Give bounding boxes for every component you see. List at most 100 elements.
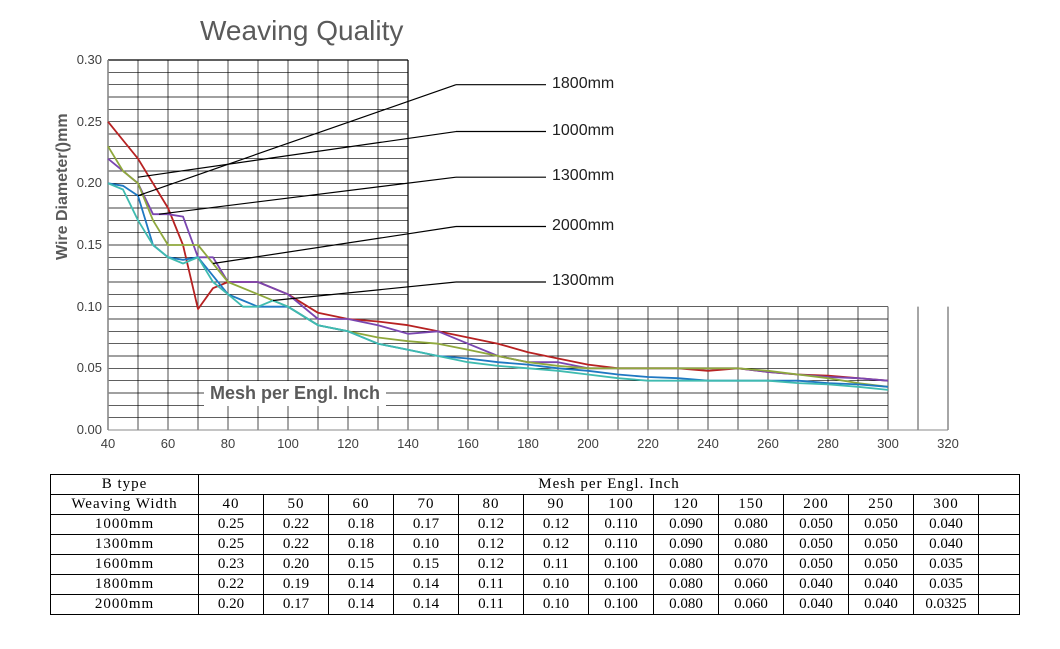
x-tick-label: 180 — [514, 436, 542, 451]
x-tick-label: 140 — [394, 436, 422, 451]
table-value-cell: 0.14 — [329, 595, 394, 615]
table-value-cell: 0.090 — [654, 515, 719, 535]
table-col-header: 70 — [394, 495, 459, 515]
table-value-cell: 0.22 — [264, 515, 329, 535]
x-tick-label: 60 — [154, 436, 182, 451]
table-value-cell: 0.11 — [459, 575, 524, 595]
table-value-cell: 0.15 — [394, 555, 459, 575]
table-value-cell: 0.17 — [264, 595, 329, 615]
table-row-label-cell: 1800mm — [51, 575, 199, 595]
y-tick-label: 0.20 — [66, 175, 102, 190]
table-value-cell: 0.070 — [719, 555, 784, 575]
callout-label: 1300mm — [552, 272, 614, 290]
callout-label: 2000mm — [552, 217, 614, 235]
table-row-header-label: Weaving Width — [51, 495, 199, 515]
table-col-header: 80 — [459, 495, 524, 515]
table-value-cell: 0.060 — [719, 575, 784, 595]
table-col-header: 250 — [849, 495, 914, 515]
table-row: 1800mm0.220.190.140.140.110.100.1000.080… — [51, 575, 1020, 595]
table-trailing-cell — [979, 595, 1020, 615]
table-col-header: 100 — [589, 495, 654, 515]
table-value-cell: 0.10 — [524, 595, 589, 615]
table-row-label-cell: 1300mm — [51, 535, 199, 555]
table-value-cell: 0.090 — [654, 535, 719, 555]
table-value-cell: 0.035 — [914, 555, 979, 575]
y-tick-label: 0.00 — [66, 422, 102, 437]
table-value-cell: 0.17 — [394, 515, 459, 535]
table-value-cell: 0.11 — [459, 595, 524, 615]
table-header-row-2: Weaving Width 40506070809010012015020025… — [51, 495, 1020, 515]
table-value-cell: 0.050 — [849, 535, 914, 555]
table-value-cell: 0.25 — [199, 535, 264, 555]
callout-label: 1300mm — [552, 167, 614, 185]
table-value-cell: 0.080 — [654, 555, 719, 575]
table-trailing-cell — [979, 515, 1020, 535]
x-tick-label: 40 — [94, 436, 122, 451]
table-col-header: 150 — [719, 495, 784, 515]
table-value-cell: 0.19 — [264, 575, 329, 595]
table-trailing-cell — [979, 575, 1020, 595]
y-tick-label: 0.05 — [66, 360, 102, 375]
table-value-cell: 0.100 — [589, 595, 654, 615]
table-value-cell: 0.0325 — [914, 595, 979, 615]
table-value-cell: 0.18 — [329, 535, 394, 555]
table-value-cell: 0.050 — [784, 535, 849, 555]
table-value-cell: 0.040 — [914, 515, 979, 535]
table-value-cell: 0.20 — [199, 595, 264, 615]
table-col-header: 40 — [199, 495, 264, 515]
chart-title: Weaving Quality — [200, 15, 403, 47]
x-tick-label: 240 — [694, 436, 722, 451]
table-value-cell: 0.10 — [524, 575, 589, 595]
table-value-cell: 0.12 — [524, 535, 589, 555]
table-row: 1300mm0.250.220.180.100.120.120.1100.090… — [51, 535, 1020, 555]
table-value-cell: 0.12 — [459, 555, 524, 575]
x-tick-label: 220 — [634, 436, 662, 451]
table-row-label-cell: 1000mm — [51, 515, 199, 535]
table-value-cell: 0.040 — [784, 575, 849, 595]
table-value-cell: 0.110 — [589, 515, 654, 535]
table-value-cell: 0.040 — [784, 595, 849, 615]
callout-label: 1800mm — [552, 75, 614, 93]
table-trailing-cell — [979, 535, 1020, 555]
table-trailing-header — [979, 495, 1020, 515]
table-value-cell: 0.22 — [199, 575, 264, 595]
y-tick-label: 0.25 — [66, 114, 102, 129]
x-tick-label: 260 — [754, 436, 782, 451]
table-trailing-cell — [979, 555, 1020, 575]
chart-svg — [40, 0, 1000, 460]
table-value-cell: 0.14 — [394, 595, 459, 615]
table-value-cell: 0.050 — [849, 555, 914, 575]
x-tick-label: 200 — [574, 436, 602, 451]
table-value-cell: 0.20 — [264, 555, 329, 575]
x-tick-label: 100 — [274, 436, 302, 451]
table-value-cell: 0.12 — [459, 535, 524, 555]
table-value-cell: 0.080 — [654, 575, 719, 595]
table-col-header: 50 — [264, 495, 329, 515]
table-value-cell: 0.100 — [589, 575, 654, 595]
table-col-header: 60 — [329, 495, 394, 515]
x-tick-label: 280 — [814, 436, 842, 451]
table-value-cell: 0.15 — [329, 555, 394, 575]
table-header-row-1: B type Mesh per Engl. Inch — [51, 475, 1020, 495]
table-value-cell: 0.110 — [589, 535, 654, 555]
x-tick-label: 80 — [214, 436, 242, 451]
table-row-label-cell: 1600mm — [51, 555, 199, 575]
table-row: 2000mm0.200.170.140.140.110.100.1000.080… — [51, 595, 1020, 615]
x-tick-label: 160 — [454, 436, 482, 451]
table-value-cell: 0.060 — [719, 595, 784, 615]
table-value-cell: 0.18 — [329, 515, 394, 535]
x-tick-label: 300 — [874, 436, 902, 451]
table-corner-cell: B type — [51, 475, 199, 495]
table-value-cell: 0.12 — [524, 515, 589, 535]
table-value-cell: 0.050 — [784, 555, 849, 575]
table-value-cell: 0.11 — [524, 555, 589, 575]
table-row-label-cell: 2000mm — [51, 595, 199, 615]
table-mesh-header: Mesh per Engl. Inch — [199, 475, 1020, 495]
table-row: 1000mm0.250.220.180.170.120.120.1100.090… — [51, 515, 1020, 535]
table-value-cell: 0.25 — [199, 515, 264, 535]
table-row: 1600mm0.230.200.150.150.120.110.1000.080… — [51, 555, 1020, 575]
table-value-cell: 0.050 — [849, 515, 914, 535]
table-value-cell: 0.035 — [914, 575, 979, 595]
table-value-cell: 0.12 — [459, 515, 524, 535]
y-tick-label: 0.15 — [66, 237, 102, 252]
